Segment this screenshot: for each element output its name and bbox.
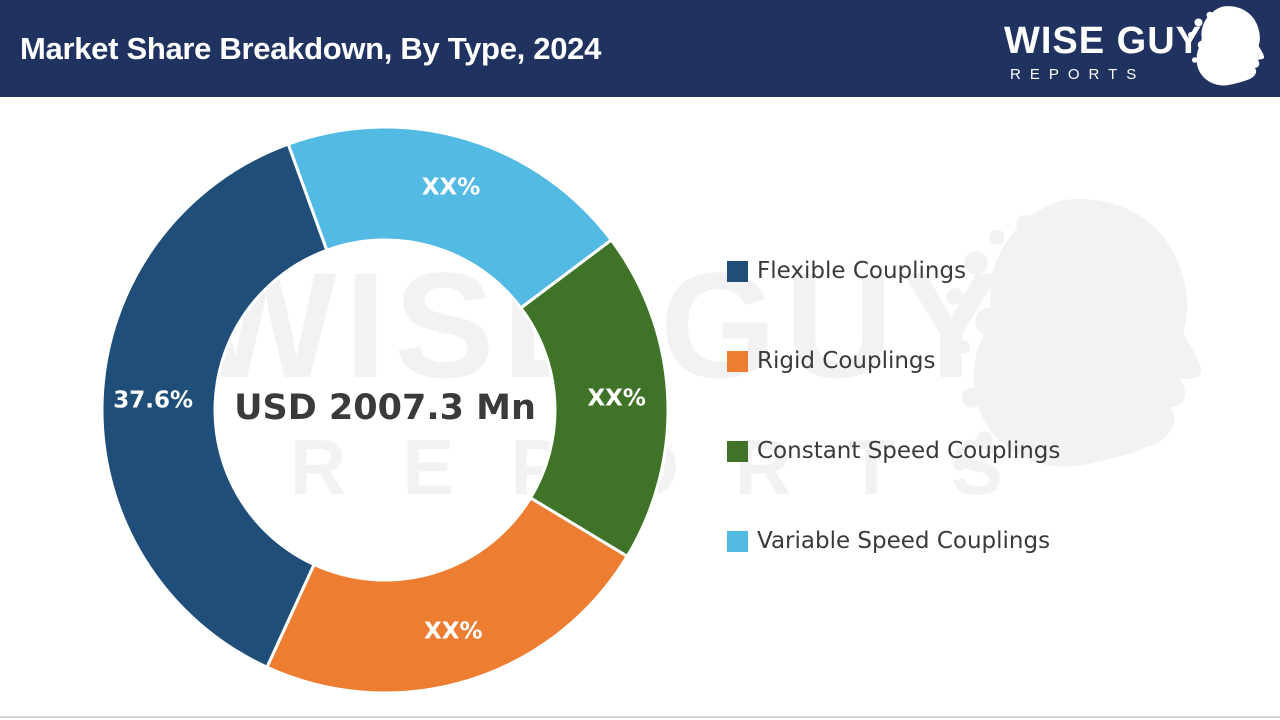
donut-segment-variable-speed-couplings — [286, 125, 614, 310]
legend-swatch-rigid-couplings — [727, 350, 748, 372]
legend-swatch-constant-speed-couplings — [727, 440, 748, 462]
page-title: Market Share Breakdown, By Type, 2024 — [20, 30, 602, 66]
legend-item-flexible-couplings: Flexible Couplings — [727, 226, 1060, 316]
donut-segment-flexible-couplings — [100, 142, 329, 670]
legend-item-variable-speed-couplings: Variable Speed Couplings — [727, 496, 1060, 586]
wise-guy-reports-logo: WISE GUY REPORTS — [1004, 6, 1265, 86]
legend-label: Rigid Couplings — [757, 348, 936, 374]
legend-label: Constant Speed Couplings — [757, 438, 1061, 464]
logo-wordmark: WISE GUY — [1004, 20, 1202, 62]
slice-percent-label: 37.6% — [113, 388, 193, 414]
legend-swatch-variable-speed-couplings — [727, 530, 748, 552]
watermark-face-icon — [946, 198, 1202, 472]
slice-percent-label: XX% — [424, 619, 483, 645]
legend-label: Flexible Couplings — [757, 258, 967, 284]
slice-percent-label: XX% — [587, 385, 646, 411]
legend: Flexible Couplings Rigid Couplings Const… — [727, 226, 1060, 586]
header-bar: Market Share Breakdown, By Type, 2024 WI… — [0, 0, 1280, 97]
legend-item-constant-speed-couplings: Constant Speed Couplings — [727, 406, 1060, 496]
footer-divider — [0, 716, 1280, 718]
logo-subtext: REPORTS — [1010, 66, 1145, 83]
legend-item-rigid-couplings: Rigid Couplings — [727, 316, 1060, 406]
logo-face-icon — [1188, 6, 1265, 86]
donut-segment-constant-speed-couplings — [518, 237, 670, 559]
donut-segment-rigid-couplings — [265, 495, 630, 695]
slice-percent-label: XX% — [422, 175, 481, 201]
legend-label: Variable Speed Couplings — [757, 528, 1051, 554]
donut-center-value: USD 2007.3 Mn — [234, 388, 536, 428]
legend-swatch-flexible-couplings — [727, 260, 748, 282]
